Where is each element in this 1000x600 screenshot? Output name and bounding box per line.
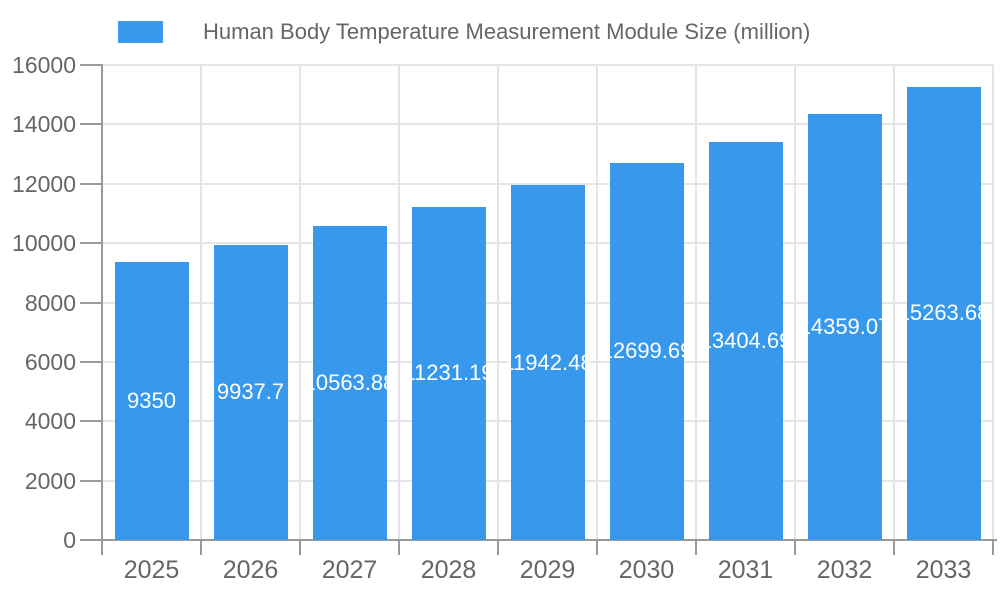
x-axis-label: 2032: [816, 556, 873, 584]
y-axis-label: 10000: [12, 230, 76, 257]
y-axis-tick: [80, 360, 102, 363]
bar-value-label: 14359.07: [798, 313, 891, 339]
x-axis-line: [101, 539, 997, 541]
y-axis-label: 0: [63, 527, 76, 553]
y-axis-tick: [80, 301, 102, 304]
y-axis-line: [101, 64, 103, 540]
x-gridline: [200, 65, 202, 540]
y-axis-tick: [80, 123, 102, 126]
x-gridline: [794, 65, 796, 540]
x-axis-label: 2033: [915, 556, 972, 584]
legend-label: Human Body Temperature Measurement Modul…: [203, 19, 811, 44]
x-axis-tick: [101, 540, 103, 555]
y-axis-label: 4000: [24, 408, 76, 435]
y-axis-label: 12000: [12, 170, 76, 197]
y-axis-tick: [80, 420, 102, 423]
bar-2027[interactable]: [312, 226, 387, 540]
bar-value-label: 10563.88: [303, 370, 396, 396]
x-gridline: [695, 65, 697, 540]
x-axis-tick: [695, 540, 697, 555]
y-axis-label: 2000: [24, 467, 76, 494]
bar-2031[interactable]: [708, 142, 783, 540]
bar-value-label: 13404.69: [699, 328, 792, 354]
bar-value-label: 11942.48: [502, 349, 593, 375]
x-gridline: [497, 65, 499, 540]
x-gridline: [992, 65, 994, 540]
bar-2026[interactable]: [213, 244, 288, 540]
x-gridline: [398, 65, 400, 540]
y-gridline: [102, 182, 993, 185]
x-axis-tick: [794, 540, 796, 555]
x-gridline: [596, 65, 598, 540]
bar-value-label: 9937.7: [216, 379, 285, 405]
y-axis-label: 14000: [12, 111, 76, 138]
legend-swatch: [118, 21, 163, 43]
legend-item[interactable]: Human Body Temperature Measurement Modul…: [118, 21, 810, 43]
x-axis-label: 2025: [123, 556, 180, 584]
y-axis-label: 6000: [24, 348, 76, 375]
bar-2033[interactable]: [906, 86, 981, 540]
y-axis-tick: [80, 64, 102, 66]
bar-value-label: 11231.19: [403, 360, 494, 386]
x-axis-label: 2026: [222, 556, 279, 584]
y-axis-label: 8000: [24, 289, 76, 316]
bar-2029[interactable]: [510, 185, 585, 540]
x-axis-tick: [200, 540, 202, 555]
x-axis-tick: [497, 540, 499, 555]
y-axis-tick: [80, 539, 102, 541]
x-axis-tick: [299, 540, 301, 555]
bar-value-label: 15263.68: [897, 300, 990, 326]
y-axis-tick: [80, 479, 102, 482]
x-axis-label: 2030: [618, 556, 675, 584]
bar-value-label: 9350: [127, 388, 176, 414]
bar-2025[interactable]: [114, 262, 189, 540]
x-axis-tick: [893, 540, 895, 555]
x-axis-label: 2031: [717, 556, 774, 584]
x-axis-label: 2027: [321, 556, 378, 584]
bar-2030[interactable]: [609, 162, 684, 540]
bar-value-label: 12699.69: [600, 338, 693, 364]
x-axis-label: 2029: [519, 556, 576, 584]
y-axis-tick: [80, 242, 102, 245]
x-axis-tick: [596, 540, 598, 555]
x-axis-tick: [992, 540, 994, 555]
y-gridline: [102, 64, 993, 66]
y-gridline: [102, 123, 993, 126]
x-gridline: [299, 65, 301, 540]
x-axis-tick: [398, 540, 400, 555]
bar-2028[interactable]: [411, 206, 486, 540]
y-axis-label: 16000: [12, 52, 76, 78]
x-gridline: [893, 65, 895, 540]
y-axis-tick: [80, 182, 102, 185]
bar-2032[interactable]: [807, 113, 882, 540]
x-axis-label: 2028: [420, 556, 477, 584]
